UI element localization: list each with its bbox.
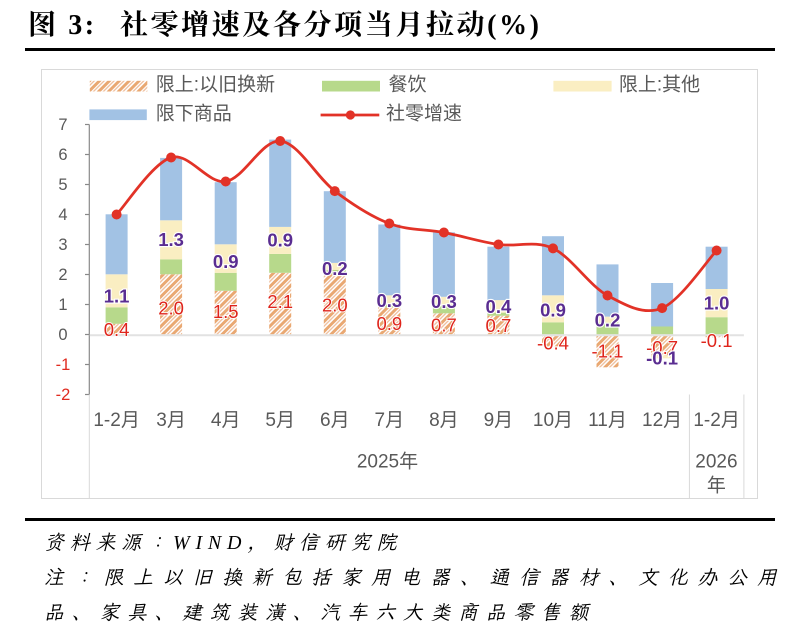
svg-text:6: 6 (58, 146, 67, 164)
svg-text:0.3: 0.3 (431, 291, 457, 312)
svg-text:0.4: 0.4 (486, 296, 512, 317)
svg-text:2025年: 2025年 (357, 451, 418, 473)
svg-text:1.5: 1.5 (213, 301, 239, 322)
svg-text:2026: 2026 (695, 452, 737, 473)
svg-text:1-2月: 1-2月 (693, 410, 739, 431)
svg-text:0.3: 0.3 (376, 290, 402, 311)
svg-text:7月: 7月 (375, 410, 405, 431)
svg-text:-0.4: -0.4 (537, 332, 569, 353)
svg-text:-1: -1 (56, 356, 71, 374)
svg-text:1.0: 1.0 (704, 293, 730, 314)
svg-text:0.9: 0.9 (267, 229, 293, 250)
svg-text:年: 年 (707, 475, 726, 497)
svg-text:0.2: 0.2 (322, 258, 348, 279)
svg-text:5: 5 (58, 176, 67, 194)
svg-text:11月: 11月 (588, 410, 627, 431)
svg-text:1-2月: 1-2月 (93, 410, 139, 431)
svg-text:8月: 8月 (429, 410, 459, 431)
svg-text:0.7: 0.7 (431, 314, 457, 335)
svg-text:2.0: 2.0 (158, 298, 184, 319)
svg-text:9月: 9月 (484, 410, 514, 431)
svg-text:0: 0 (58, 326, 67, 344)
svg-text:2: 2 (58, 266, 67, 284)
svg-text:4月: 4月 (211, 410, 241, 431)
svg-text:1: 1 (58, 296, 67, 314)
svg-text:限上:其他: 限上:其他 (619, 74, 700, 96)
svg-text:-0.1: -0.1 (646, 348, 678, 369)
svg-text:0.4: 0.4 (104, 319, 130, 340)
svg-text:1.1: 1.1 (104, 286, 130, 307)
svg-text:-2: -2 (56, 386, 71, 404)
svg-text:-0.1: -0.1 (701, 330, 733, 351)
svg-text:社零增速: 社零增速 (386, 103, 462, 125)
svg-text:2.0: 2.0 (322, 294, 348, 315)
svg-text:1.3: 1.3 (158, 229, 184, 250)
svg-text:5月: 5月 (265, 410, 295, 431)
svg-text:餐饮: 餐饮 (389, 74, 427, 96)
svg-text:限上:以旧换新: 限上:以旧换新 (156, 74, 275, 96)
svg-text:限下商品: 限下商品 (156, 103, 232, 125)
svg-text:0.9: 0.9 (376, 313, 402, 334)
svg-text:0.7: 0.7 (486, 315, 512, 336)
svg-text:0.9: 0.9 (540, 300, 566, 321)
svg-text:-0.7: -0.7 (646, 337, 678, 358)
svg-text:3: 3 (58, 236, 67, 254)
svg-text:4: 4 (58, 206, 67, 224)
svg-text:6月: 6月 (320, 410, 350, 431)
svg-text:7: 7 (58, 116, 67, 134)
svg-text:12月: 12月 (642, 410, 682, 431)
svg-text:-1.1: -1.1 (592, 340, 624, 361)
svg-text:0.9: 0.9 (213, 251, 239, 272)
svg-text:3月: 3月 (156, 410, 186, 431)
svg-text:2.1: 2.1 (267, 291, 293, 312)
svg-text:0.2: 0.2 (595, 310, 621, 331)
svg-text:10月: 10月 (533, 410, 573, 431)
